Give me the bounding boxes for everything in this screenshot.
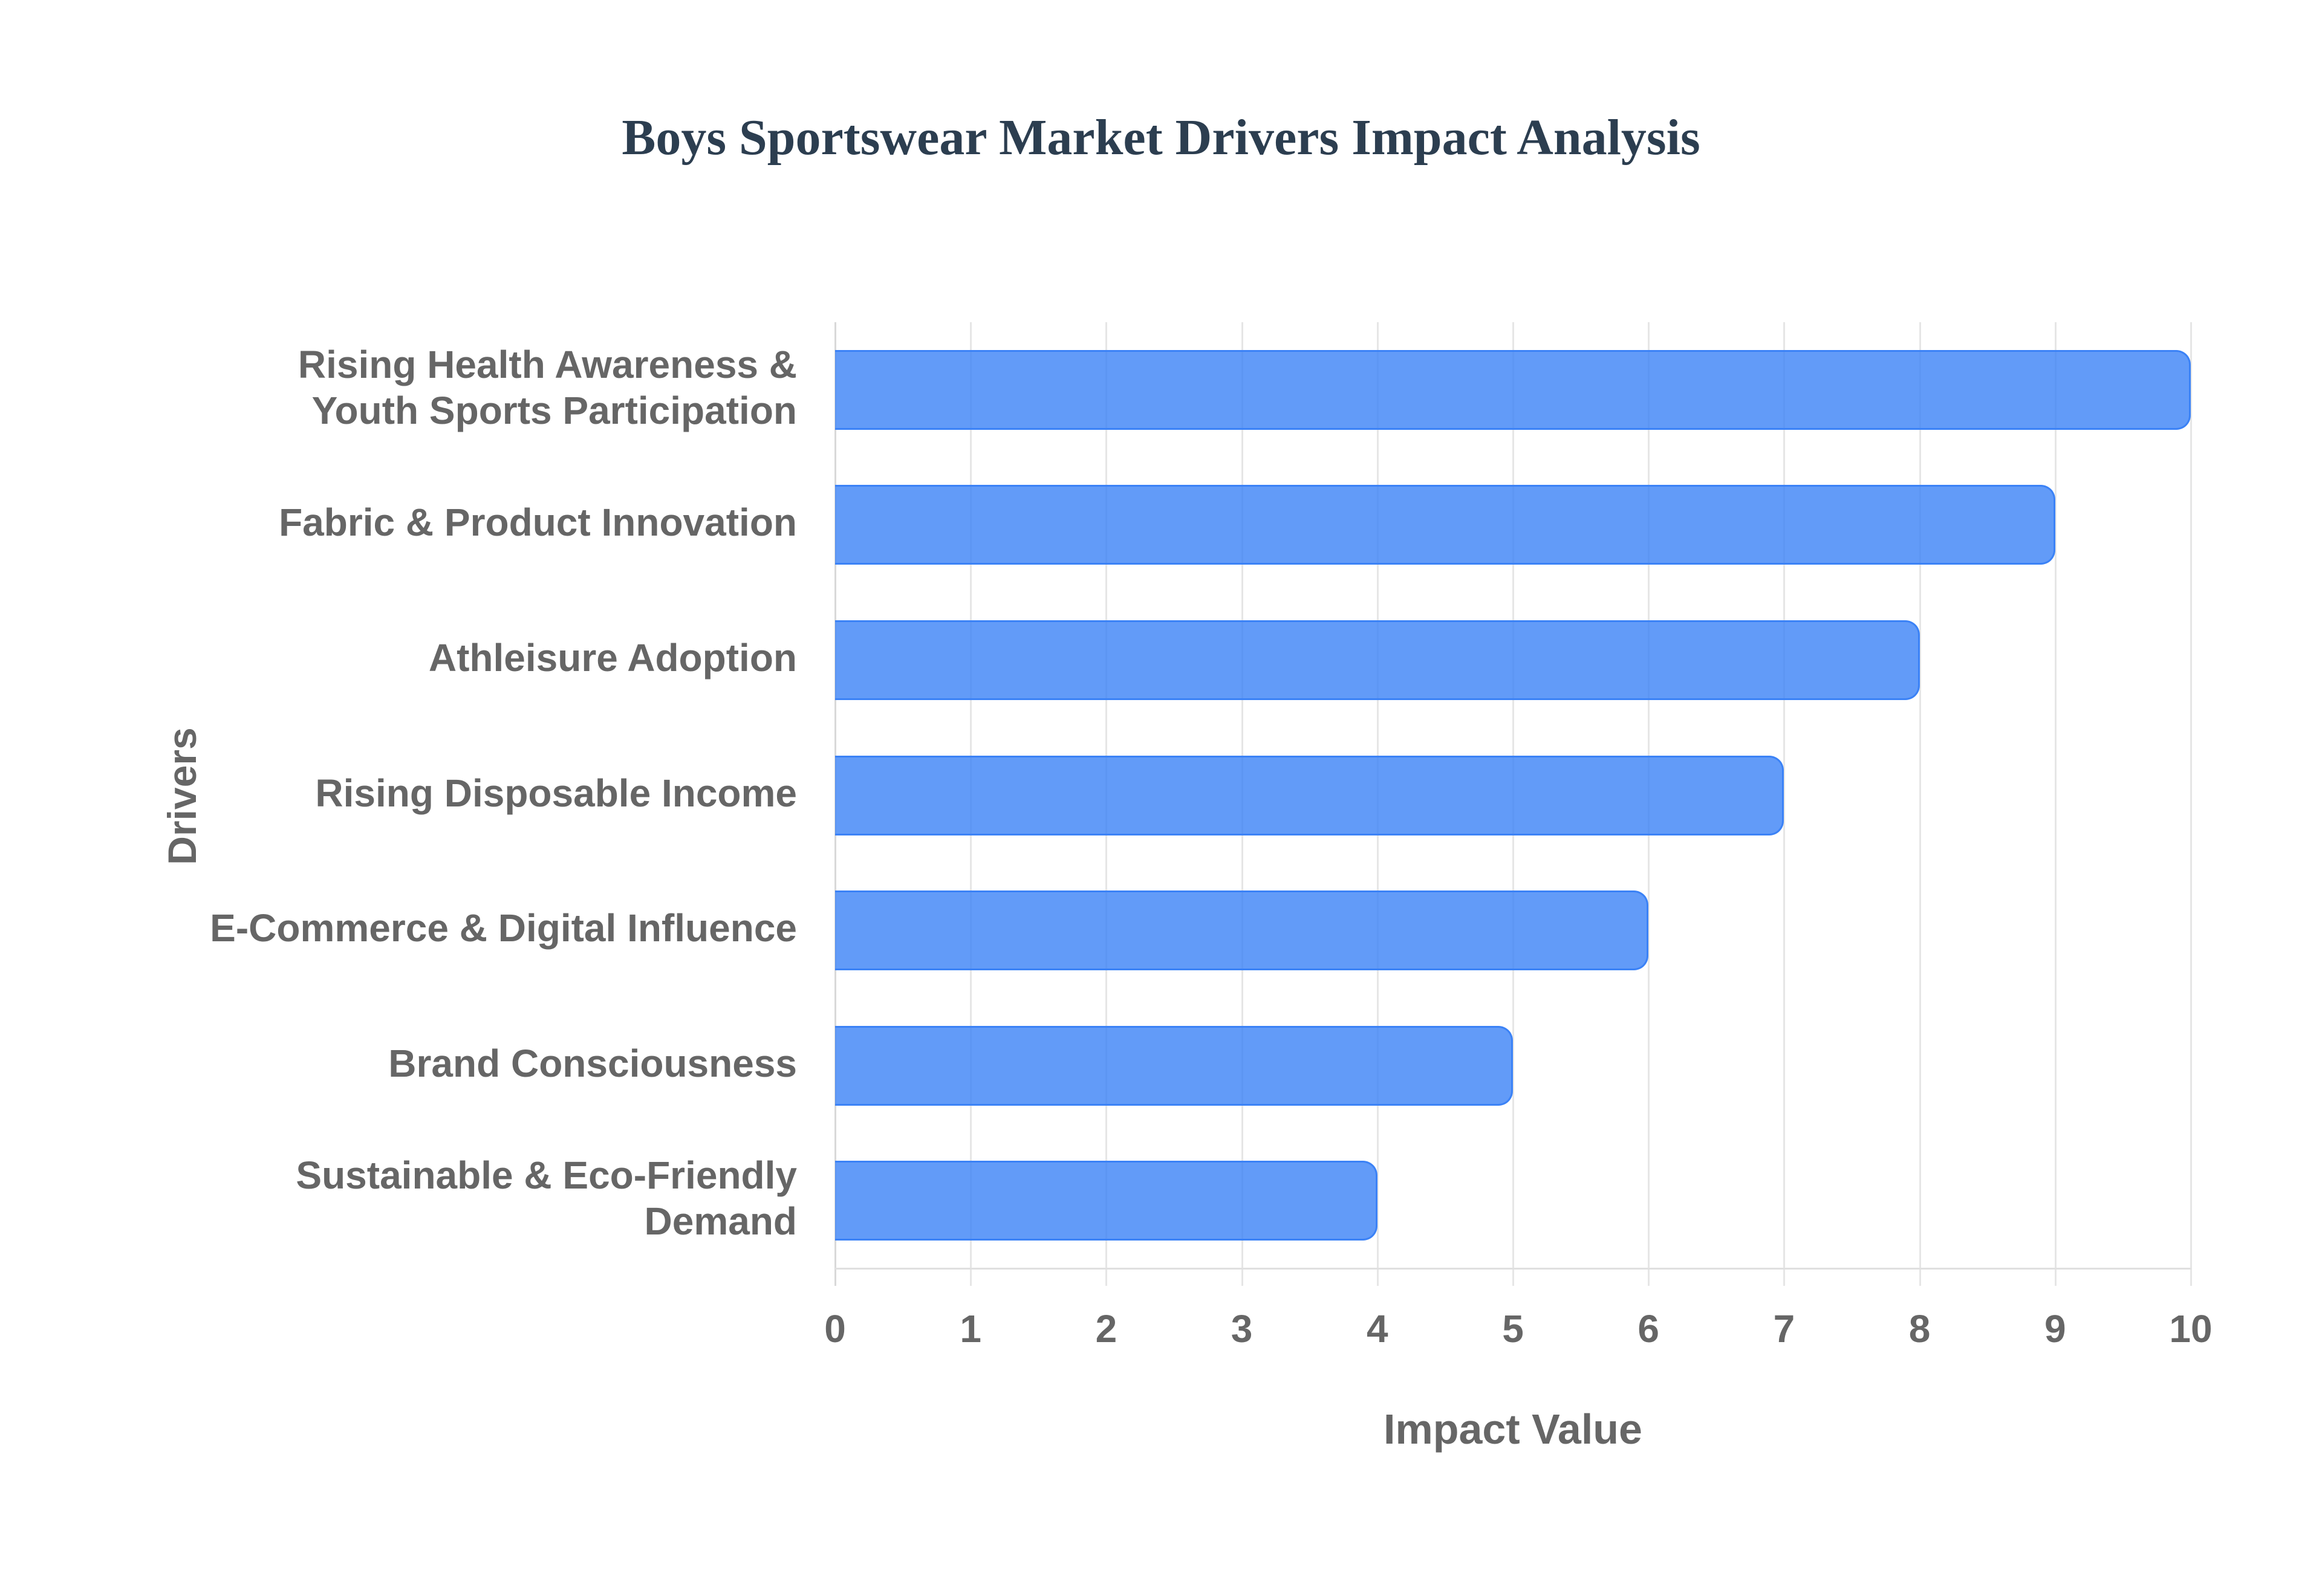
y-axis-label: Brand Consciousness — [388, 1041, 797, 1085]
bar[interactable] — [835, 620, 1920, 700]
bar[interactable] — [835, 755, 1784, 835]
y-axis-label: Sustainable & Eco-Friendly Demand — [296, 1153, 797, 1244]
chart-title: Boys Sportswear Market Drivers Impact An… — [622, 109, 1700, 166]
x-axis-title: Impact Value — [1384, 1406, 1642, 1453]
gridline — [2054, 322, 2057, 1286]
x-tick-label: 9 — [2044, 1307, 2066, 1351]
bar[interactable] — [835, 890, 1649, 971]
bar[interactable] — [835, 485, 2055, 565]
y-axis-label: E-Commerce & Digital Influence — [210, 906, 797, 950]
x-tick-label: 1 — [960, 1307, 981, 1351]
gridline — [1919, 322, 1921, 1286]
x-tick-label: 10 — [2169, 1307, 2213, 1351]
y-axis-label: Rising Disposable Income — [315, 771, 797, 815]
gridline — [2190, 322, 2192, 1286]
gridline — [1783, 322, 1786, 1286]
x-tick-label: 5 — [1502, 1307, 1524, 1351]
plot-area — [834, 322, 2192, 1286]
x-tick-label: 6 — [1637, 1307, 1659, 1351]
bar[interactable] — [835, 349, 2191, 430]
x-tick-label: 8 — [1908, 1307, 1931, 1351]
x-tick-label: 7 — [1773, 1307, 1795, 1351]
x-tick-label: 2 — [1095, 1307, 1117, 1351]
x-tick-label: 0 — [824, 1307, 846, 1351]
y-axis-label: Fabric & Product Innovation — [279, 501, 797, 545]
y-axis-label: Rising Health Awareness & Youth Sports P… — [298, 342, 797, 432]
y-axis-label: Athleisure Adoption — [428, 635, 797, 680]
x-tick-label: 3 — [1231, 1307, 1253, 1351]
x-axis-line — [835, 1268, 2191, 1270]
bar[interactable] — [835, 1025, 1513, 1106]
x-tick-label: 4 — [1367, 1307, 1388, 1351]
bar[interactable] — [835, 1161, 1377, 1241]
